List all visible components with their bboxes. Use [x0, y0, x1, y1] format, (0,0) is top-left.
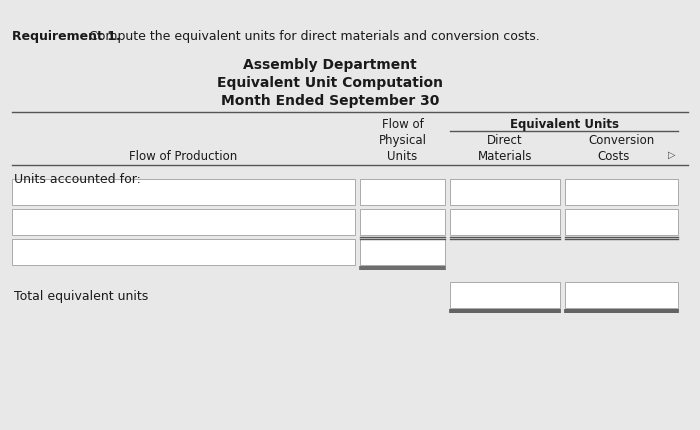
Text: Flow of: Flow of [382, 118, 423, 131]
Text: Units: Units [387, 150, 418, 163]
Text: Month Ended September 30: Month Ended September 30 [220, 94, 439, 108]
Text: Equivalent Unit Computation: Equivalent Unit Computation [217, 76, 443, 90]
Bar [360, 240, 445, 265]
Bar [565, 180, 678, 206]
Bar [450, 209, 560, 236]
Bar [565, 283, 678, 308]
Text: Direct: Direct [487, 134, 523, 147]
Text: Flow of Production: Flow of Production [130, 150, 237, 163]
Bar [12, 209, 355, 236]
Text: Assembly Department: Assembly Department [243, 58, 417, 72]
Bar [450, 180, 560, 206]
Text: Costs: Costs [597, 150, 630, 163]
Bar [565, 209, 678, 236]
Text: Equivalent Units: Equivalent Units [510, 118, 619, 131]
Bar [450, 283, 560, 308]
Text: Total equivalent units: Total equivalent units [14, 289, 148, 302]
Bar [360, 180, 445, 206]
Bar [360, 209, 445, 236]
Bar [12, 180, 355, 206]
Text: Compute the equivalent units for direct materials and conversion costs.: Compute the equivalent units for direct … [85, 30, 540, 43]
Text: Units accounted for:: Units accounted for: [14, 172, 141, 186]
Text: ▷: ▷ [668, 150, 676, 160]
Bar [12, 240, 355, 265]
Text: Conversion: Conversion [589, 134, 654, 147]
Text: Materials: Materials [477, 150, 532, 163]
Text: Physical: Physical [379, 134, 426, 147]
Text: Requirement 1.: Requirement 1. [12, 30, 120, 43]
